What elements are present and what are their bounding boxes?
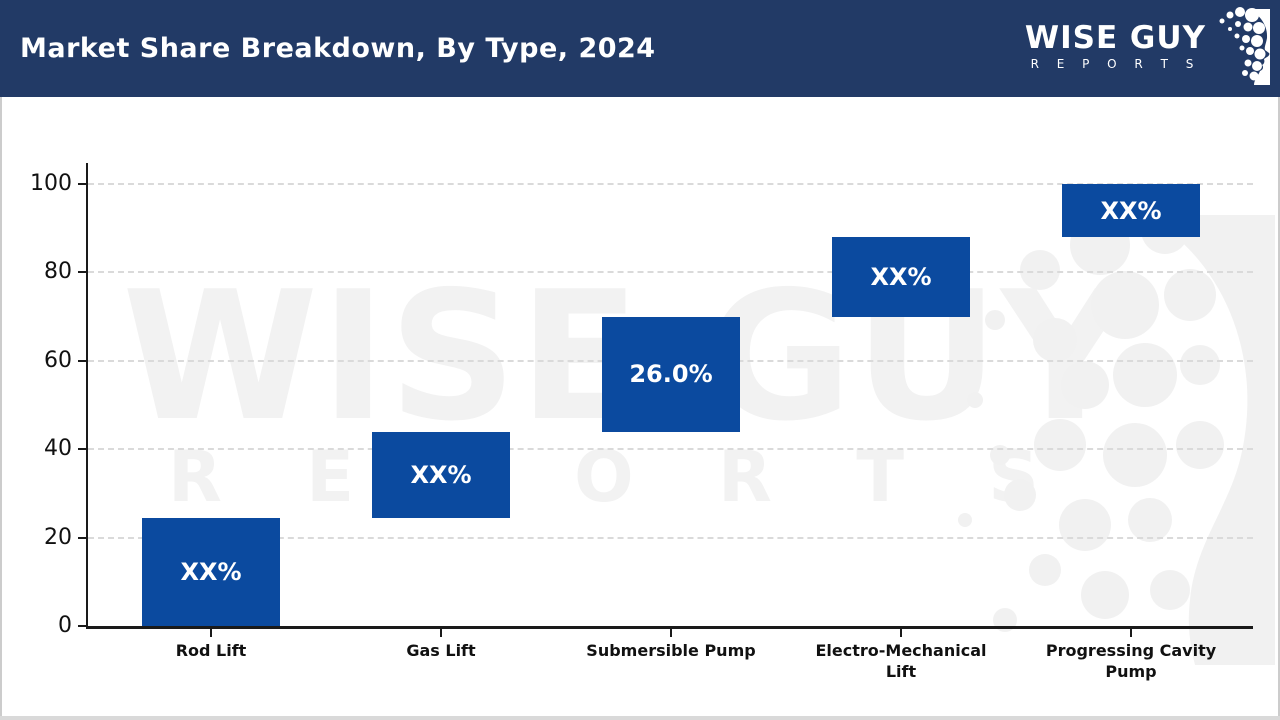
gridline-40 [88,448,1253,451]
x-axis-tick [670,629,672,637]
bar-electro-mechanical-lift: XX% [832,237,970,317]
wise-guy-logo: WISE GUY R E P O R T S [1025,6,1270,86]
gridline-80 [88,271,1253,274]
bar-gas-lift: XX% [372,431,510,518]
y-axis-tick-label: 80 [44,259,72,285]
gridline-100 [88,183,1253,185]
bar-progressing-cavity-pump: XX% [1062,184,1200,238]
y-axis-tick [78,271,88,274]
y-axis-tick-label: 0 [58,613,72,638]
x-axis-category-label-gas-lift: Gas Lift [406,641,476,660]
page-border-right [1278,97,1280,720]
gridline-20 [88,536,1253,539]
y-axis-line [86,163,88,629]
logo-text: WISE GUY R E P O R T S [1025,21,1206,70]
bar-rod-lift: XX% [142,517,280,626]
y-axis-tick [78,448,88,451]
x-axis-category-label-rod-lift: Rod Lift [175,641,247,660]
page-border-left [0,97,2,720]
x-axis-category-label-submersible-pump: Submersible Pump [586,641,756,660]
y-axis-tick [78,183,88,185]
watermark-subtext: R E P O R T S [168,436,1069,518]
logo-head-icon [1219,7,1270,85]
y-axis-tick [78,536,88,539]
x-axis-tick [1130,629,1132,637]
page-border-bottom [0,716,1280,720]
bar-submersible-pump: 26.0% [602,316,740,432]
y-axis-tick-label: 40 [44,436,72,462]
watermark-head-icon [958,206,1275,665]
x-axis-tick [210,629,212,637]
header: Market Share Breakdown, By Type, 2024 WI… [0,0,1280,97]
y-axis-tick-label: 60 [44,347,72,373]
x-axis-category-label-progressing-cavity-pump: Progressing Cavity Pump [1045,641,1217,681]
logo-subtext: R E P O R T S [1030,56,1201,71]
y-axis-tick [78,625,88,627]
y-axis-tick-label: 100 [30,171,72,196]
x-axis-tick [440,629,442,637]
x-axis-tick [900,629,902,637]
x-axis-line [86,626,1253,629]
logo-wordmark: WISE GUY [1024,20,1206,57]
y-axis-tick-label: 20 [44,524,72,550]
x-axis-category-label-electro-mechanical-lift: Electro-Mechanical Lift [815,641,987,681]
chart-title: Market Share Breakdown, By Type, 2024 [20,33,656,64]
y-axis-tick [78,359,88,362]
